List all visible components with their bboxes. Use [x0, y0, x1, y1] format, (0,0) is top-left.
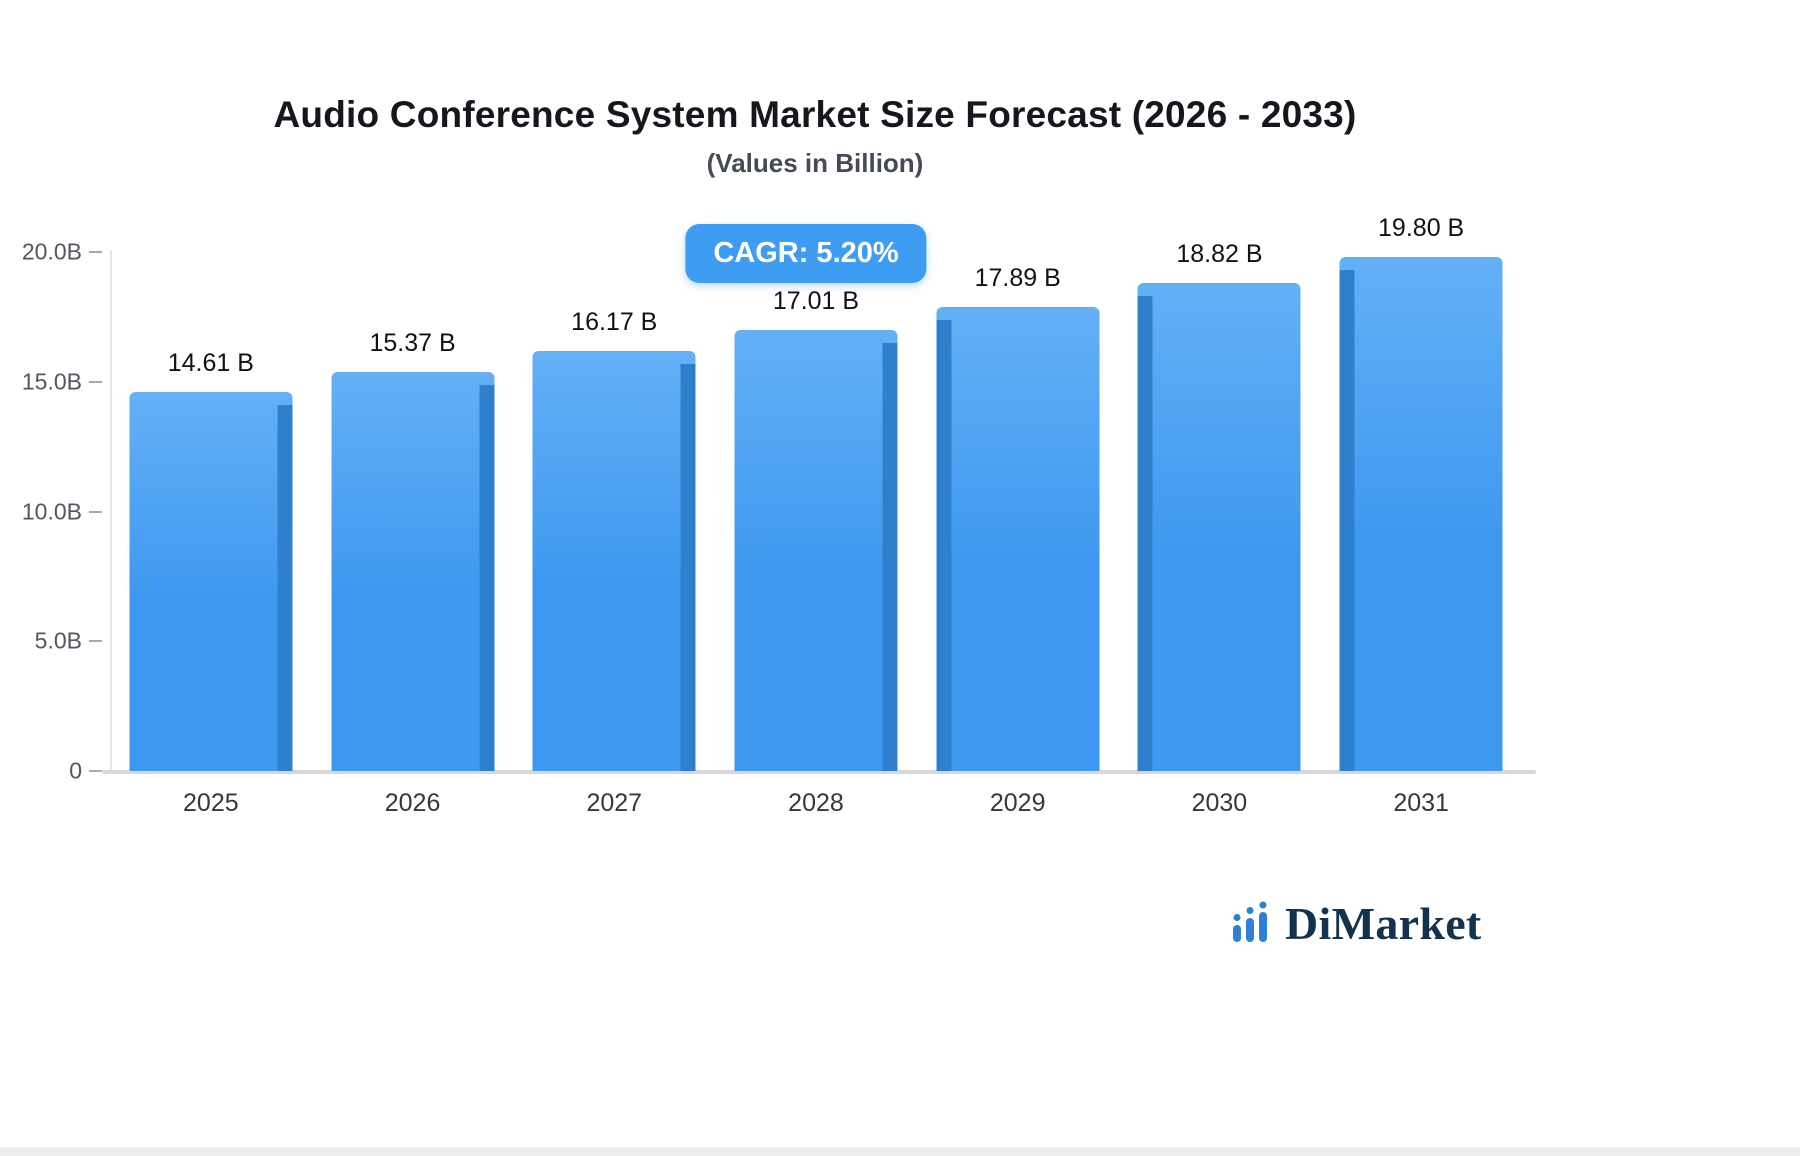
bar-value-label: 14.61 B — [167, 348, 254, 377]
bar-value-label: 17.89 B — [974, 263, 1061, 292]
bar-3d-edge — [680, 364, 696, 771]
bar — [734, 329, 898, 771]
y-tick-mark — [89, 770, 102, 772]
bar-chart-plot: 0 5.0B 10.0B 15.0B 20.0B 14.61 B 2025 15.37 B 2… — [22, 214, 1536, 817]
bar — [1137, 282, 1301, 771]
bar-3d-edge — [479, 385, 495, 771]
bar-group: 19.80 B 2031 — [1320, 214, 1522, 817]
y-axis-line — [110, 250, 112, 771]
bar-group: 18.82 B 2030 — [1119, 240, 1321, 817]
brand-name: DiMarket — [1285, 898, 1482, 949]
x-axis-label: 2027 — [586, 789, 643, 817]
y-tick-mark — [89, 510, 102, 513]
y-tick-mark — [89, 640, 102, 643]
bar-value-label: 18.82 B — [1176, 239, 1263, 268]
bar-3d-edge — [277, 404, 293, 771]
bar-chart-logo-icon — [1233, 901, 1267, 942]
bar-value-label: 19.80 B — [1378, 214, 1465, 243]
bar — [331, 372, 495, 771]
bar — [129, 391, 293, 771]
y-tick-mark — [89, 380, 102, 383]
x-axis-label: 2025 — [183, 789, 239, 817]
bar — [532, 351, 696, 771]
bar-3d-edge — [1339, 270, 1355, 771]
bar-group: 15.37 B 2026 — [312, 252, 514, 817]
bar — [1339, 257, 1503, 771]
bar-group: 14.61 B 2025 — [110, 252, 312, 817]
bar-3d-edge — [882, 342, 898, 771]
y-tick-label: 5.0B — [34, 627, 82, 654]
cagr-badge: CAGR: 5.20% — [685, 224, 927, 283]
x-axis-label: 2031 — [1393, 789, 1449, 817]
y-tick-label: 0 — [69, 757, 82, 784]
bar-value-label: 17.01 B — [772, 286, 860, 315]
bar-3d-edge — [936, 319, 952, 771]
bar — [936, 306, 1100, 771]
bar-group: 17.01 B 2028 — [715, 252, 917, 817]
bottom-edge-strip — [0, 1147, 1800, 1156]
bar-value-label: 16.17 B — [571, 308, 658, 337]
x-axis-label: 2030 — [1191, 789, 1248, 817]
bar-3d-edge — [1137, 295, 1153, 771]
bar-group: 17.89 B 2029 — [917, 252, 1119, 817]
x-axis-label: 2026 — [384, 789, 441, 817]
y-tick-label: 15.0B — [21, 368, 82, 395]
bar-value-label: 15.37 B — [369, 329, 456, 358]
chart-title: Audio Conference System Market Size Fore… — [273, 94, 1357, 135]
x-axis-line — [102, 770, 1536, 774]
y-tick-label: 10.0B — [21, 498, 82, 524]
y-tick-mark — [89, 251, 102, 253]
bar-group: 16.17 B 2027 — [513, 252, 715, 817]
x-axis-label: 2028 — [788, 789, 844, 817]
y-tick-label: 20.0B — [21, 238, 82, 265]
brand-logo: DiMarket — [1228, 901, 1482, 947]
chart-subtitle: (Values in Billion) — [706, 148, 924, 178]
x-axis-label: 2029 — [989, 789, 1046, 817]
